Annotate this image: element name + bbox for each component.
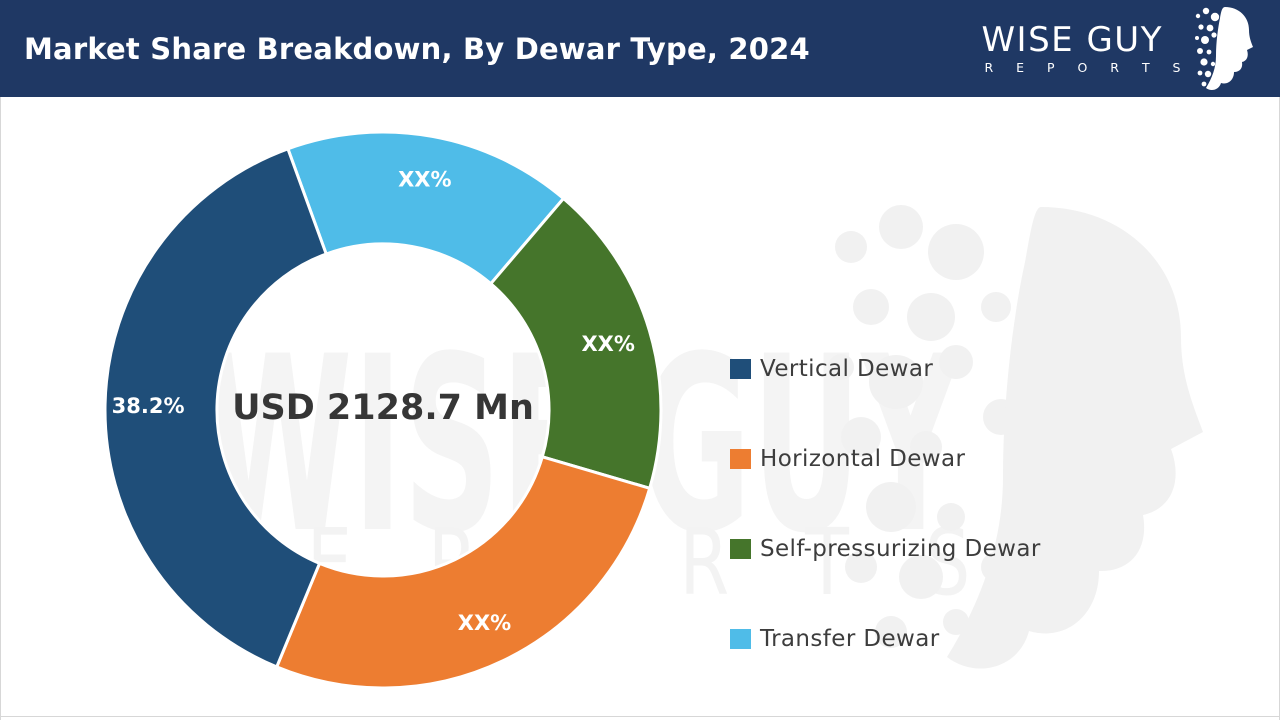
logo-wordmark: WISE GUY xyxy=(981,19,1163,60)
donut-segment-horizontal-dewar xyxy=(275,455,652,690)
legend-swatch xyxy=(730,449,751,469)
logo-subtext: R E P O R T S xyxy=(984,59,1190,75)
segment-label-transfer-dewar: XX% xyxy=(398,168,451,192)
legend-label: Vertical Dewar xyxy=(760,356,934,382)
page-title: Market Share Breakdown, By Dewar Type, 2… xyxy=(24,31,810,66)
donut-center-value: USD 2128.7 Mn xyxy=(232,388,534,428)
legend-item-self-pressurizing-dewar: Self-pressurizing Dewar xyxy=(730,536,1041,562)
segment-label-horizontal-dewar: XX% xyxy=(458,611,511,635)
wiseguy-logo: WISE GUY R E P O R T S xyxy=(981,4,1254,94)
legend-label: Transfer Dewar xyxy=(760,626,940,652)
segment-label-vertical-dewar: 38.2% xyxy=(112,394,185,418)
donut-segment-self-pressurizing-dewar xyxy=(489,197,663,490)
legend-label: Self-pressurizing Dewar xyxy=(760,536,1041,562)
legend-swatch xyxy=(730,629,751,649)
legend-swatch xyxy=(730,359,751,379)
segment-label-self-pressurizing-dewar: XX% xyxy=(581,332,634,356)
header-bar: Market Share Breakdown, By Dewar Type, 2… xyxy=(0,0,1280,97)
logo-face-icon xyxy=(1195,6,1253,90)
legend-item-horizontal-dewar: Horizontal Dewar xyxy=(730,446,965,472)
legend-label: Horizontal Dewar xyxy=(760,446,966,472)
donut-segment-transfer-dewar xyxy=(286,130,565,286)
logo-text: WISE GUY R E P O R T S xyxy=(981,23,1190,75)
legend-item-vertical-dewar: Vertical Dewar xyxy=(730,356,933,382)
donut-segment-vertical-dewar xyxy=(103,147,328,669)
legend-item-transfer-dewar: Transfer Dewar xyxy=(730,626,940,652)
legend-swatch xyxy=(730,539,751,559)
bottom-border xyxy=(0,716,1280,717)
